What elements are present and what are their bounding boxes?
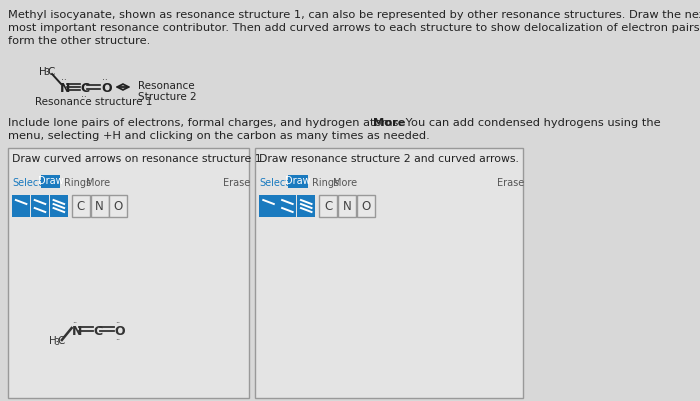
Text: N: N xyxy=(95,200,104,213)
Text: O: O xyxy=(115,325,125,338)
Text: Resonance: Resonance xyxy=(138,81,195,91)
Text: Erase: Erase xyxy=(497,178,524,188)
Bar xyxy=(338,195,356,217)
Text: N: N xyxy=(71,325,82,338)
Bar xyxy=(71,195,90,217)
Text: N: N xyxy=(342,200,351,213)
Text: menu, selecting +H and clicking on the carbon as many times as needed.: menu, selecting +H and clicking on the c… xyxy=(8,131,429,141)
Text: More: More xyxy=(372,118,405,128)
Text: Select: Select xyxy=(12,178,42,188)
Text: Select: Select xyxy=(260,178,290,188)
Text: Draw curved arrows on resonance structure 1.: Draw curved arrows on resonance structur… xyxy=(12,154,265,164)
Text: 3: 3 xyxy=(55,338,60,347)
Text: C: C xyxy=(94,325,103,338)
Bar xyxy=(109,195,127,217)
Text: O: O xyxy=(101,82,112,95)
Text: C: C xyxy=(48,67,55,77)
Text: N: N xyxy=(60,82,71,95)
Text: H: H xyxy=(49,336,57,346)
Bar xyxy=(319,195,337,217)
Text: Methyl isocyanate, shown as resonance structure 1, can also be represented by ot: Methyl isocyanate, shown as resonance st… xyxy=(8,10,700,20)
Text: ··: ·· xyxy=(116,336,120,345)
Text: 3: 3 xyxy=(45,68,50,77)
Text: ··: ·· xyxy=(81,93,88,102)
Text: C: C xyxy=(76,200,85,213)
Bar xyxy=(298,195,315,217)
Text: most important resonance contributor. Then add curved arrows to each structure t: most important resonance contributor. Th… xyxy=(8,23,700,33)
Bar xyxy=(279,195,296,217)
Text: ··: ·· xyxy=(61,76,66,85)
Bar xyxy=(288,175,308,188)
Text: Draw: Draw xyxy=(285,176,311,186)
Text: C: C xyxy=(324,200,332,213)
Text: C: C xyxy=(80,82,90,95)
Text: C: C xyxy=(57,336,64,346)
Text: ··: ·· xyxy=(72,319,78,328)
Text: ··: ·· xyxy=(102,76,108,85)
Text: Rings: Rings xyxy=(64,178,91,188)
Text: O: O xyxy=(114,200,123,213)
Text: Rings: Rings xyxy=(312,178,339,188)
Bar xyxy=(260,195,278,217)
Bar xyxy=(8,148,249,398)
Bar xyxy=(31,195,49,217)
Bar xyxy=(12,195,30,217)
Text: More: More xyxy=(86,178,110,188)
Text: More: More xyxy=(333,178,358,188)
Text: H: H xyxy=(39,67,47,77)
Text: Draw: Draw xyxy=(38,176,63,186)
Text: form the other structure.: form the other structure. xyxy=(8,36,150,46)
Bar xyxy=(50,195,68,217)
Text: ··: ·· xyxy=(116,319,120,328)
Bar xyxy=(41,175,60,188)
Text: Erase: Erase xyxy=(223,178,251,188)
Bar xyxy=(90,195,108,217)
Bar xyxy=(255,148,523,398)
Text: Structure 2: Structure 2 xyxy=(138,92,197,102)
Bar xyxy=(357,195,375,217)
Text: O: O xyxy=(361,200,370,213)
Text: Resonance structure 1: Resonance structure 1 xyxy=(36,97,153,107)
Text: Include lone pairs of electrons, formal charges, and hydrogen atoms. You can add: Include lone pairs of electrons, formal … xyxy=(8,118,664,128)
Text: Draw resonance structure 2 and curved arrows.: Draw resonance structure 2 and curved ar… xyxy=(260,154,519,164)
